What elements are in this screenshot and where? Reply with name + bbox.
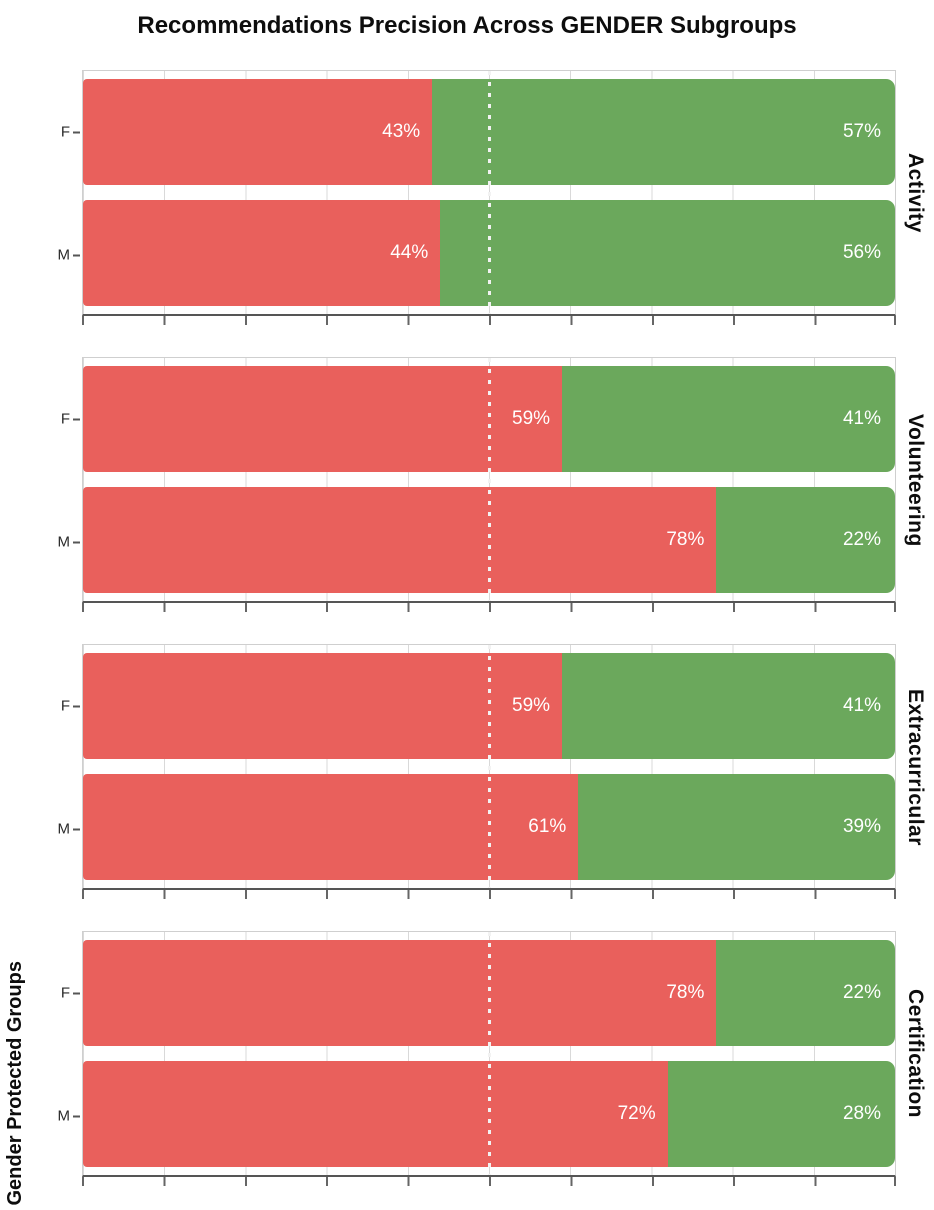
reference-line-50pct	[487, 71, 491, 314]
bar-m: 61% 39%	[83, 774, 895, 880]
facet-panel-activity: F M 43% 57% 44%	[0, 70, 934, 325]
category-tick	[73, 541, 80, 543]
facet-strip-label: Activity	[904, 153, 927, 233]
plot-area: 43% 57% 44% 56%	[82, 70, 896, 316]
segment-green: 56%	[440, 200, 895, 306]
green-value-label: 28%	[842, 1103, 881, 1124]
category-label-f: F	[0, 411, 80, 428]
segment-red: 72%	[83, 1061, 668, 1167]
red-value-label: 61%	[528, 816, 567, 837]
facet-strip: Volunteering	[896, 357, 934, 603]
bar-m: 44% 56%	[83, 200, 895, 306]
category-label-m: M	[0, 1108, 80, 1125]
segment-red: 44%	[83, 200, 441, 306]
category-tick	[73, 992, 80, 994]
reference-line-50pct	[487, 932, 491, 1175]
segment-red: 59%	[83, 366, 563, 472]
green-value-label: 39%	[842, 816, 881, 837]
red-value-label: 44%	[390, 242, 429, 263]
x-axis-ticks	[82, 890, 896, 899]
segment-green: 41%	[562, 366, 895, 472]
green-value-label: 56%	[842, 242, 881, 263]
green-value-label: 22%	[842, 529, 881, 550]
panels-container: F M 43% 57% 44%	[0, 70, 934, 1186]
facet-strip: Certification	[896, 931, 934, 1177]
category-tick	[73, 254, 80, 256]
red-value-label: 59%	[512, 408, 551, 429]
red-value-label: 59%	[512, 695, 551, 716]
category-label-m: M	[0, 821, 80, 838]
bar-f: 59% 41%	[83, 366, 895, 472]
category-label-m: M	[0, 247, 80, 264]
category-tick	[73, 418, 80, 420]
facet-strip: Activity	[896, 70, 934, 316]
bar-m: 78% 22%	[83, 487, 895, 593]
segment-green: 22%	[716, 940, 895, 1046]
green-value-label: 57%	[842, 121, 881, 142]
x-axis-ticks	[82, 316, 896, 325]
segment-red: 43%	[83, 79, 433, 185]
green-value-label: 22%	[842, 982, 881, 1003]
segment-red: 78%	[83, 940, 717, 1046]
green-value-label: 41%	[842, 408, 881, 429]
red-value-label: 43%	[382, 121, 421, 142]
category-tick	[73, 705, 80, 707]
category-label-f: F	[0, 985, 80, 1002]
red-value-label: 78%	[666, 982, 705, 1003]
facet-strip-label: Volunteering	[904, 413, 927, 547]
segment-red: 78%	[83, 487, 717, 593]
segment-green: 28%	[667, 1061, 895, 1167]
segment-red: 59%	[83, 653, 563, 759]
green-value-label: 41%	[842, 695, 881, 716]
bar-f: 43% 57%	[83, 79, 895, 185]
bar-f: 78% 22%	[83, 940, 895, 1046]
segment-green: 39%	[578, 774, 895, 880]
category-tick	[73, 828, 80, 830]
segment-red: 61%	[83, 774, 579, 880]
segment-green: 57%	[432, 79, 895, 185]
category-label-f: F	[0, 698, 80, 715]
chart-title: Recommendations Precision Across GENDER …	[137, 12, 797, 39]
x-axis-ticks	[82, 603, 896, 612]
y-axis-title: Gender Protected Groups	[4, 960, 26, 1206]
x-axis-ticks	[82, 1177, 896, 1186]
facet-strip-label: Extracurricular	[904, 688, 927, 846]
facet-panel-extracurricular: F M 59% 41% 61%	[0, 644, 934, 899]
category-label-m: M	[0, 534, 80, 551]
red-value-label: 78%	[666, 529, 705, 550]
plot-area: 59% 41% 78% 22%	[82, 357, 896, 603]
plot-area: 59% 41% 61% 39%	[82, 644, 896, 890]
facet-panel-volunteering: F M 59% 41% 78%	[0, 357, 934, 612]
facet-strip-label: Certification	[904, 989, 927, 1119]
facet-panel-certification: F M 78% 22% 72%	[0, 931, 934, 1186]
category-label-f: F	[0, 124, 80, 141]
plot-area: 78% 22% 72% 28%	[82, 931, 896, 1177]
category-tick	[73, 131, 80, 133]
bar-m: 72% 28%	[83, 1061, 895, 1167]
facet-strip: Extracurricular	[896, 644, 934, 890]
reference-line-50pct	[487, 645, 491, 888]
red-value-label: 72%	[617, 1103, 656, 1124]
reference-line-50pct	[487, 358, 491, 601]
segment-green: 41%	[562, 653, 895, 759]
category-tick	[73, 1115, 80, 1117]
segment-green: 22%	[716, 487, 895, 593]
bar-f: 59% 41%	[83, 653, 895, 759]
